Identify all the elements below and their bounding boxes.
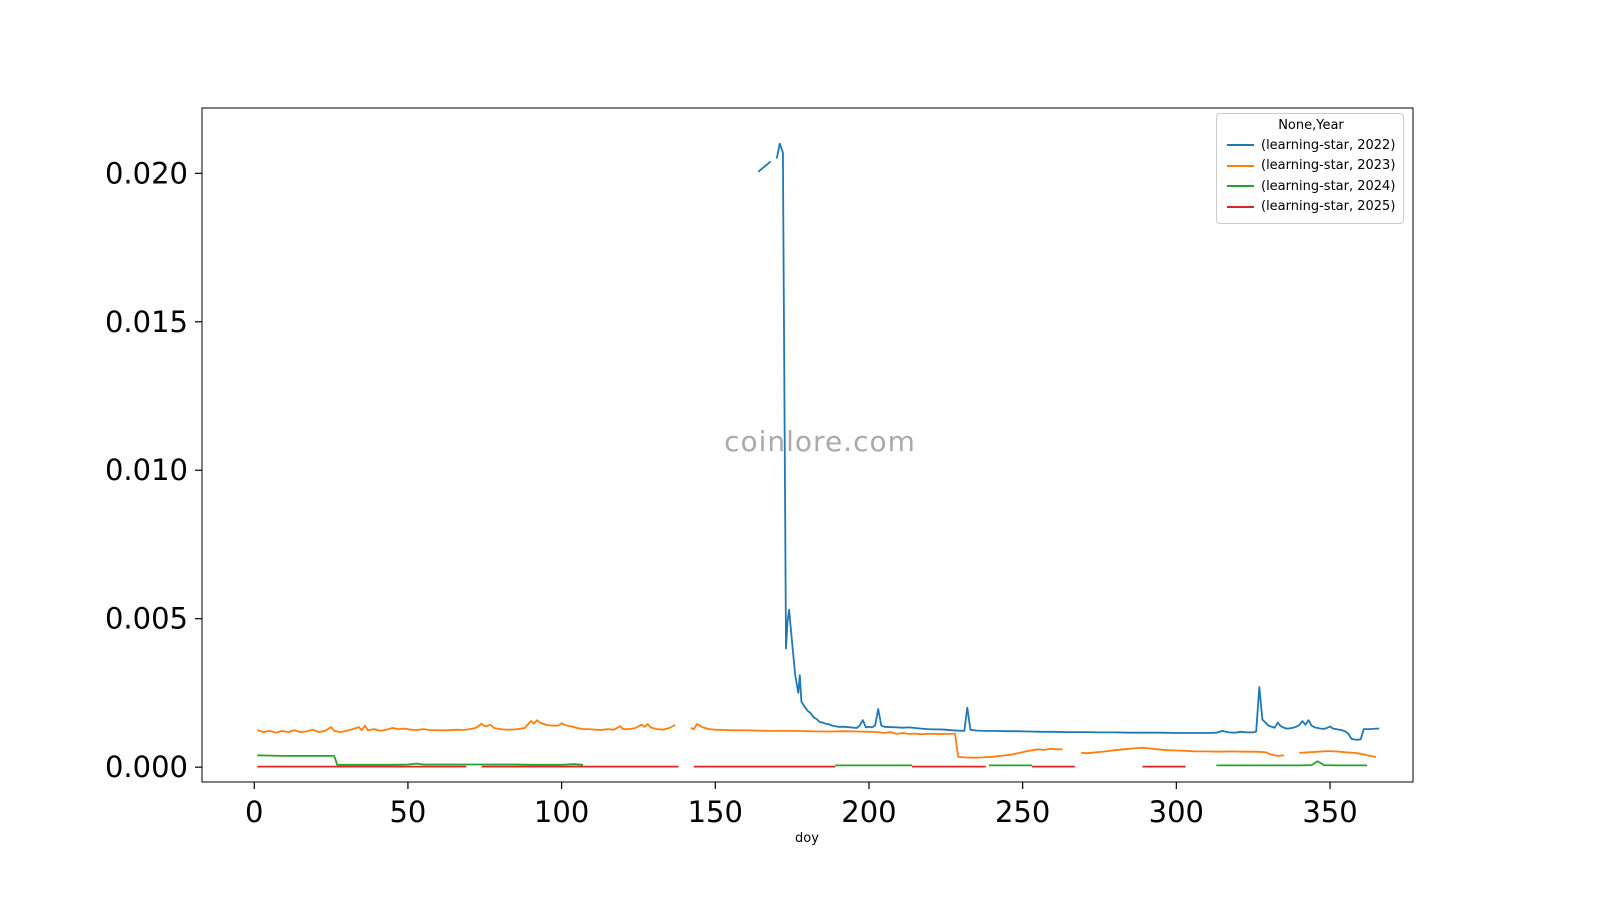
series-line-2023 — [1299, 750, 1377, 758]
x-tick-label: 300 — [1149, 795, 1204, 829]
legend-entry-label: (learning-star, 2022) — [1261, 137, 1396, 153]
series-line-2022 — [757, 160, 772, 173]
legend-line-icon — [1227, 164, 1254, 167]
legend-entry-2023: (learning-star, 2023) — [1227, 156, 1395, 177]
y-tick-label: 0.020 — [105, 156, 188, 190]
y-tick-label: 0.010 — [105, 453, 188, 487]
x-tick-label: 150 — [688, 795, 743, 829]
legend-entry-2024: (learning-star, 2024) — [1227, 176, 1395, 197]
series-line-2023 — [257, 719, 676, 734]
x-tick-label: 50 — [389, 795, 426, 829]
x-axis-label: doy — [795, 831, 819, 846]
legend-entry-2022: (learning-star, 2022) — [1227, 135, 1395, 156]
legend: None,Year (learning-star, 2022) (learnin… — [1216, 113, 1404, 224]
x-tick-label: 350 — [1302, 795, 1357, 829]
watermark: coinlore.com — [724, 425, 916, 458]
legend-line-icon — [1227, 185, 1254, 188]
x-tick-label: 250 — [995, 795, 1050, 829]
series-line-2024 — [257, 754, 584, 766]
series-line-2023 — [690, 723, 1063, 759]
series-line-2022 — [775, 142, 1380, 741]
series-line-2024 — [1216, 760, 1367, 767]
y-tick-label: 0.000 — [105, 750, 188, 784]
legend-entry-2025: (learning-star, 2025) — [1227, 197, 1395, 218]
y-tick-label: 0.005 — [105, 602, 188, 636]
axes-spines — [201, 107, 1414, 783]
y-tick-label: 0.015 — [105, 305, 188, 339]
legend-entry-label: (learning-star, 2025) — [1261, 199, 1396, 215]
x-tick-label: 100 — [534, 795, 589, 829]
legend-title: None,Year — [1278, 118, 1344, 133]
legend-entry-label: (learning-star, 2024) — [1261, 178, 1396, 194]
series-line-2023 — [1081, 747, 1284, 757]
legend-line-icon — [1227, 144, 1254, 147]
legend-entry-label: (learning-star, 2023) — [1261, 158, 1396, 174]
x-tick-label: 0 — [245, 795, 263, 829]
legend-line-icon — [1227, 205, 1254, 208]
x-tick-label: 200 — [841, 795, 896, 829]
